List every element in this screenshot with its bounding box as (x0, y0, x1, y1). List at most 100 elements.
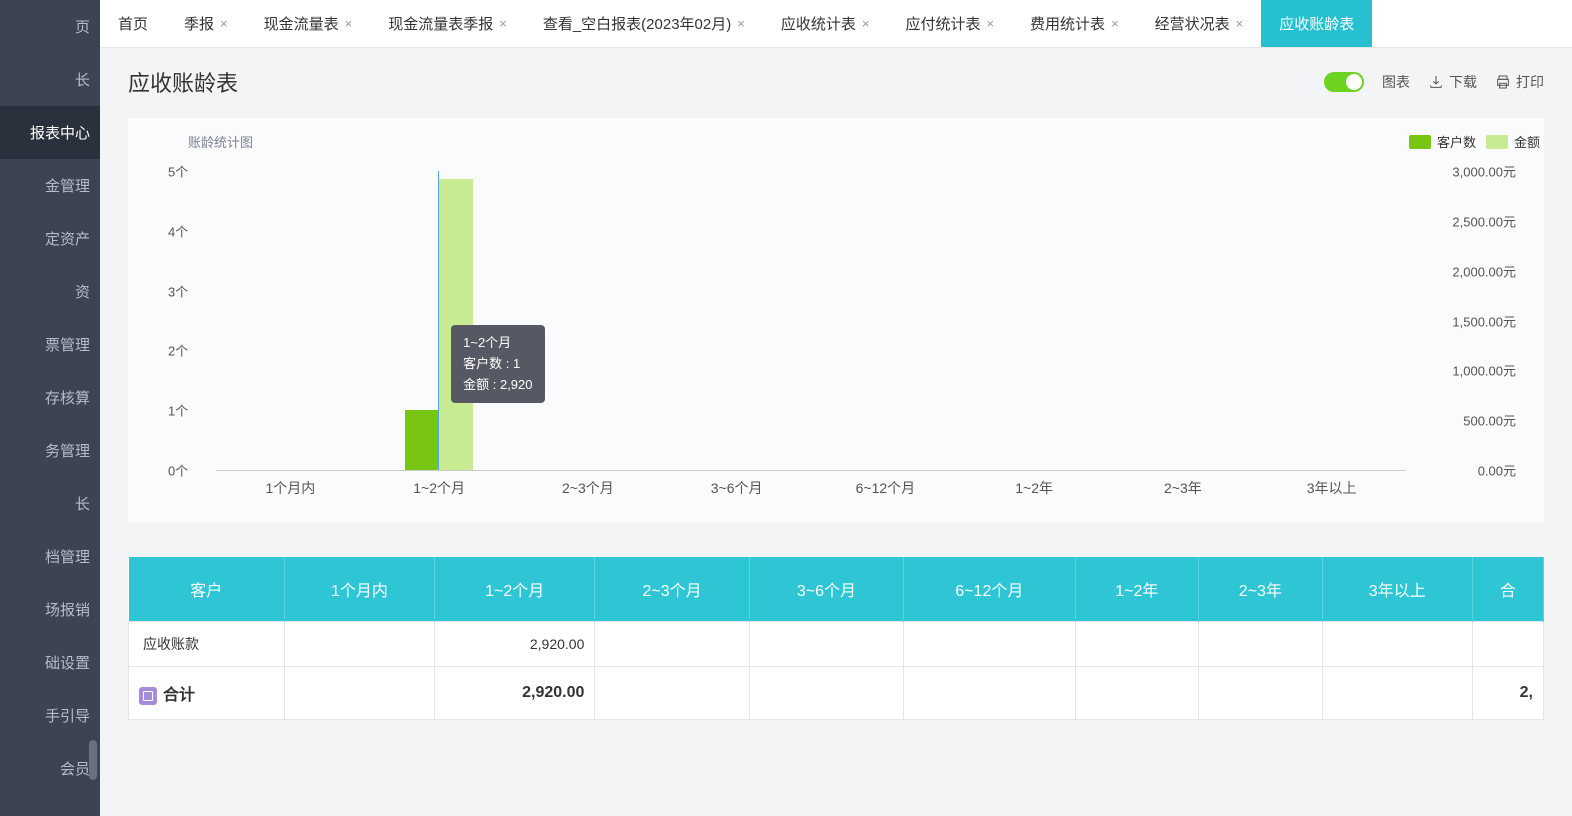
table-panel: 客户1个月内1~2个月2~3个月3~6个月6~12个月1~2年2~3年3年以上合… (128, 557, 1544, 720)
close-icon[interactable]: × (737, 16, 745, 31)
table-header-cell: 2~3个月 (595, 557, 749, 622)
tab-label: 应收账龄表 (1279, 13, 1354, 34)
tab[interactable]: 查看_空白报表(2023年02月) × (525, 0, 763, 47)
sidebar-item[interactable]: 存核算 (0, 371, 100, 424)
sidebar-item[interactable]: 会员 (0, 742, 100, 795)
y-right-tick: 1,000.00元 (1452, 361, 1516, 380)
table-cell (284, 667, 434, 720)
sidebar-item[interactable]: 档管理 (0, 530, 100, 583)
table-cell (904, 667, 1075, 720)
download-button[interactable]: 下载 (1428, 72, 1477, 92)
tab-label: 季报 (184, 13, 214, 34)
table-cell (1075, 667, 1199, 720)
chart-toggle[interactable] (1324, 72, 1364, 92)
tab-label: 费用统计表 (1030, 13, 1105, 34)
tab[interactable]: 应收账龄表 (1261, 0, 1372, 47)
x-tick: 1~2年 (1015, 478, 1053, 498)
y-right-tick: 2,500.00元 (1452, 211, 1516, 230)
sidebar-item[interactable]: 手引导 (0, 689, 100, 742)
close-icon[interactable]: × (862, 16, 870, 31)
bar[interactable] (405, 410, 439, 470)
legend-item[interactable]: 金额 (1486, 132, 1540, 151)
tab[interactable]: 应付统计表× (887, 0, 1012, 47)
table-cell (1075, 622, 1199, 667)
table-cell (1472, 622, 1543, 667)
table-cell: 2,920.00 (435, 667, 595, 720)
sidebar-item[interactable]: 长 (0, 477, 100, 530)
sidebar-item[interactable]: 础设置 (0, 636, 100, 689)
aging-table: 客户1个月内1~2个月2~3个月3~6个月6~12个月1~2年2~3年3年以上合… (128, 557, 1544, 720)
tab-label: 现金流量表季报 (388, 13, 493, 34)
table-cell (904, 622, 1075, 667)
table-header-cell: 6~12个月 (904, 557, 1075, 622)
close-icon[interactable]: × (499, 16, 507, 31)
close-icon[interactable]: × (345, 16, 353, 31)
table-header-cell: 客户 (129, 557, 285, 622)
y-left-tick: 3个 (168, 281, 188, 300)
tab-label: 查看_空白报表(2023年02月) (543, 13, 731, 34)
tab[interactable]: 应收统计表 × (763, 0, 888, 47)
tab-label: 经营状况表 (1155, 13, 1230, 34)
download-label: 下载 (1449, 72, 1477, 92)
total-label: 合计 (129, 667, 285, 720)
sidebar-item[interactable]: 定资产 (0, 212, 100, 265)
chart-tooltip: 1~2个月客户数 : 1金额 : 2,920 (451, 325, 544, 403)
legend-item[interactable]: 客户数 (1409, 132, 1476, 151)
y-right-tick: 500.00元 (1463, 411, 1516, 430)
chart-title: 账龄统计图 (146, 132, 1526, 151)
close-icon[interactable]: × (1236, 16, 1244, 31)
legend-swatch (1486, 135, 1508, 149)
table-header-cell: 3年以上 (1322, 557, 1472, 622)
y-left-tick: 0个 (168, 461, 188, 480)
tab-label: 首页 (118, 13, 148, 34)
table-cell (284, 622, 434, 667)
table-cell (1322, 622, 1472, 667)
sidebar-item[interactable]: 金管理 (0, 159, 100, 212)
table-cell: 2, (1472, 667, 1543, 720)
x-tick: 6~12个月 (856, 478, 916, 498)
close-icon[interactable]: × (1111, 16, 1119, 31)
table-header-cell: 合 (1472, 557, 1543, 622)
sidebar-item[interactable]: 报表中心 (0, 106, 100, 159)
close-icon[interactable]: × (220, 16, 228, 31)
table-cell (1322, 667, 1472, 720)
tab-label: 应收统计表 (781, 13, 856, 34)
sidebar-item[interactable]: 长 (0, 53, 100, 106)
y-right-tick: 0.00元 (1478, 461, 1516, 480)
chart-toggle-label: 图表 (1382, 72, 1410, 92)
y-left-tick: 1个 (168, 401, 188, 420)
close-icon[interactable]: × (986, 16, 994, 31)
tab-label: 现金流量表 (264, 13, 339, 34)
table-header-cell: 3~6个月 (749, 557, 903, 622)
sidebar-item[interactable]: 票管理 (0, 318, 100, 371)
print-icon (1495, 74, 1511, 90)
x-tick: 3年以上 (1307, 478, 1357, 498)
sidebar-item[interactable]: 页 (0, 0, 100, 53)
sidebar-scrollbar[interactable] (89, 740, 97, 780)
sidebar-item[interactable]: 务管理 (0, 424, 100, 477)
y-left-tick: 5个 (168, 162, 188, 181)
tab[interactable]: 费用统计表 × (1012, 0, 1137, 47)
table-cell: 2,920.00 (435, 622, 595, 667)
print-label: 打印 (1516, 72, 1544, 92)
tab[interactable]: 季报 × (166, 0, 246, 47)
table-row: 应收账款2,920.00 (129, 622, 1544, 667)
table-header-cell: 1~2个月 (435, 557, 595, 622)
table-header-cell: 1个月内 (284, 557, 434, 622)
legend-label: 金额 (1514, 132, 1540, 151)
table-header-cell: 2~3年 (1199, 557, 1323, 622)
sidebar-item[interactable]: 资 (0, 265, 100, 318)
sidebar-item[interactable]: 场报销 (0, 583, 100, 636)
tab[interactable]: 经营状况表 × (1137, 0, 1262, 47)
page-header: 应收账龄表 图表 下载 打印 (100, 48, 1572, 108)
table-header-cell: 1~2年 (1075, 557, 1199, 622)
tab[interactable]: 首页 (100, 0, 166, 47)
table-cell (1199, 667, 1323, 720)
page-title: 应收账龄表 (128, 66, 238, 98)
tab[interactable]: 现金流量表季报 × (370, 0, 525, 47)
x-tick: 3~6个月 (711, 478, 763, 498)
tab[interactable]: 现金流量表 × (246, 0, 371, 47)
y-left-tick: 2个 (168, 341, 188, 360)
print-button[interactable]: 打印 (1495, 72, 1544, 92)
table-cell (1199, 622, 1323, 667)
